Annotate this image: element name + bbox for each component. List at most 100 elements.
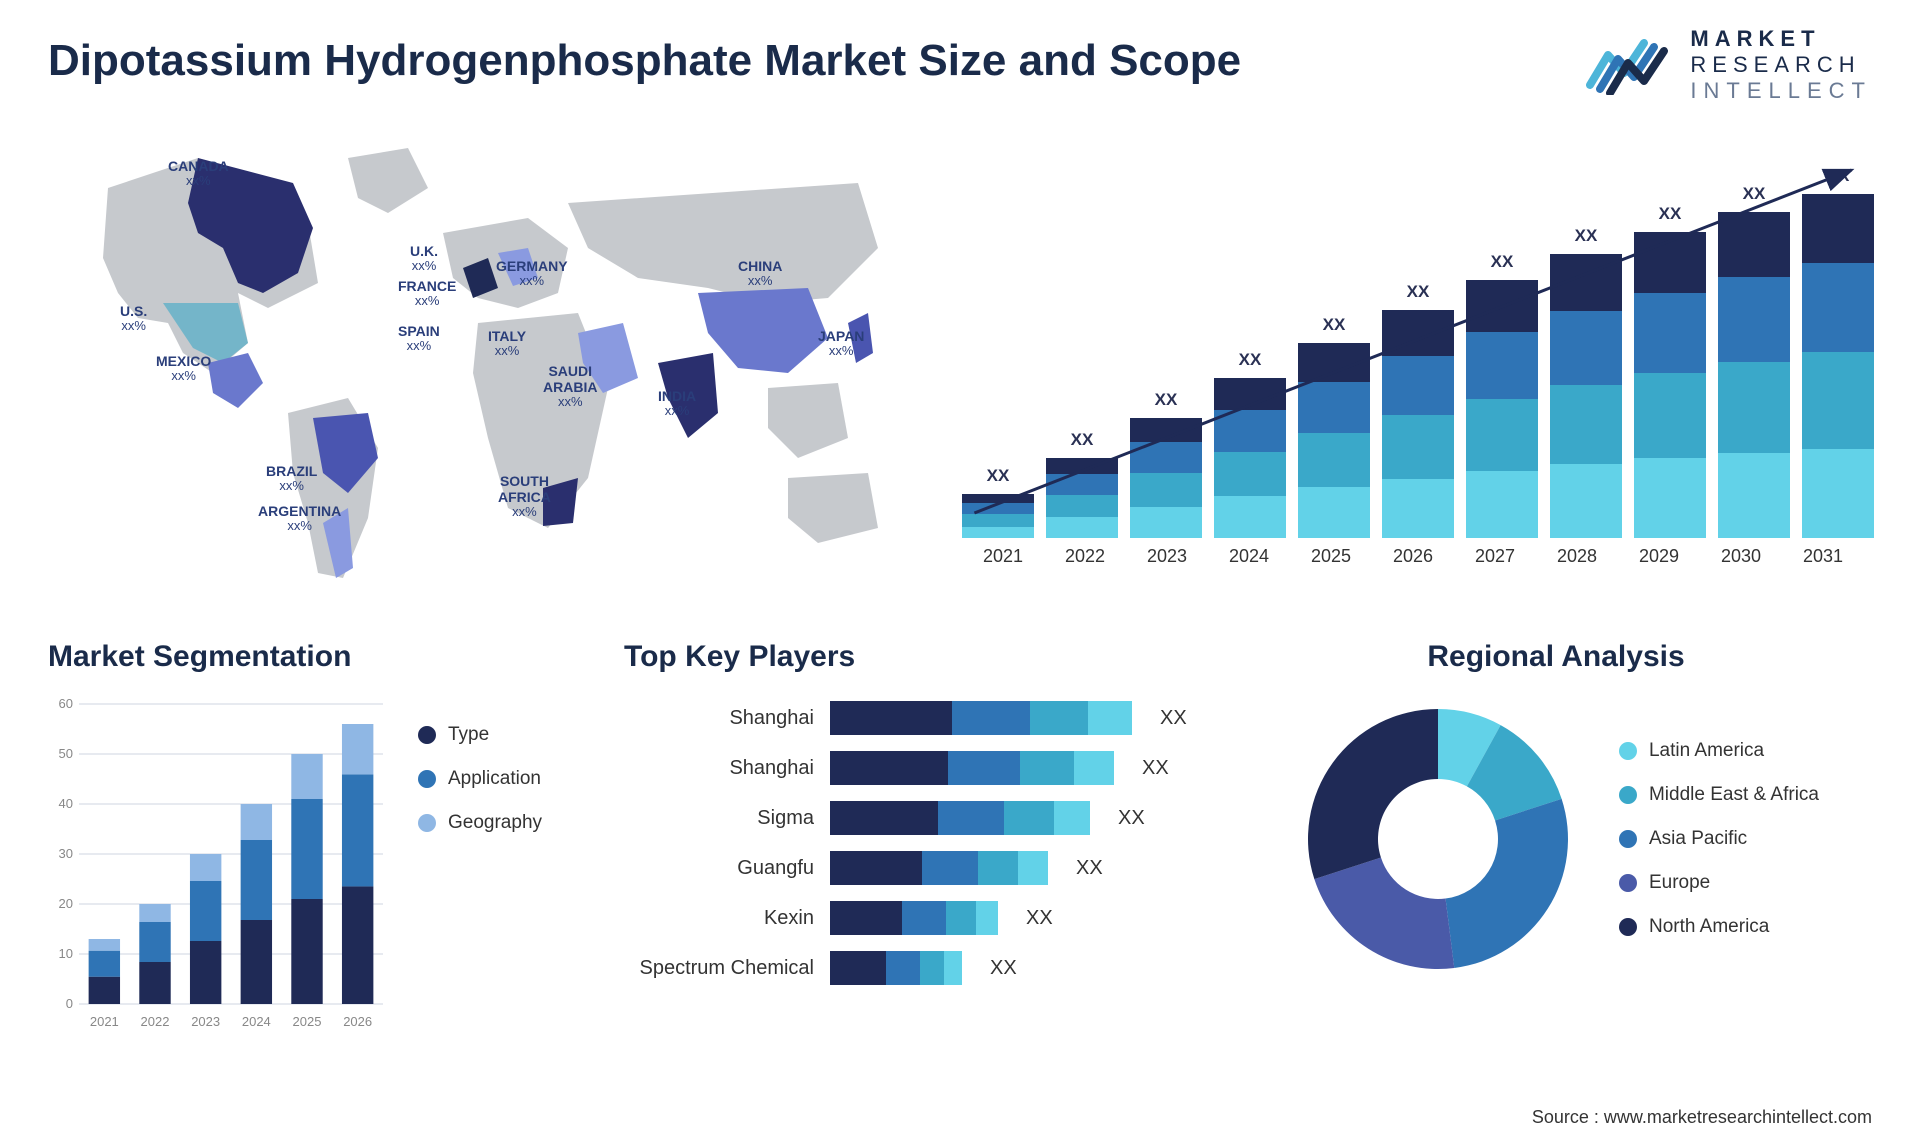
growth-bar-segment [1130,473,1202,507]
legend-label: North America [1649,916,1769,938]
players-title: Top Key Players [624,640,1204,674]
growth-x-tick: 2023 [1126,546,1208,567]
growth-bar-segment [1550,464,1622,538]
svg-text:30: 30 [59,846,73,861]
map-label-mexico: MEXICOxx% [156,353,211,384]
player-bar-segment [944,951,962,985]
legend-label: Latin America [1649,740,1764,762]
svg-text:10: 10 [59,946,73,961]
growth-bar-segment [1382,356,1454,415]
svg-text:2021: 2021 [90,1014,119,1029]
segmentation-legend-item: Type [418,724,588,746]
regional-legend-item: Europe [1619,872,1819,894]
growth-bar-segment [1550,385,1622,465]
growth-bars: XXXXXXXXXXXXXXXXXXXXXX [954,158,1872,538]
growth-bar-segment [1718,453,1790,538]
regional-panel: Regional Analysis Latin AmericaMiddle Ea… [1240,640,1872,1060]
player-bar [830,701,1132,735]
player-bar-segment [952,701,1030,735]
growth-bar-segment [1382,415,1454,479]
growth-bar-segment [1802,263,1874,352]
growth-column-2025: XX [1298,315,1370,538]
map-label-u-k-: U.K.xx% [410,243,438,274]
legend-swatch-icon [1619,830,1637,848]
segmentation-panel: Market Segmentation 01020304050602021202… [48,640,588,1060]
page-title: Dipotassium Hydrogenphosphate Market Siz… [48,36,1241,86]
player-bar-segment [902,901,946,935]
player-bar-segment [1074,751,1114,785]
growth-bar-segment [1466,399,1538,471]
growth-column-2031: XX [1802,166,1874,538]
regional-legend-item: Middle East & Africa [1619,784,1819,806]
player-bar [830,951,962,985]
growth-column-2026: XX [1382,282,1454,538]
svg-text:20: 20 [59,896,73,911]
svg-text:2022: 2022 [141,1014,170,1029]
growth-bar-segment [962,527,1034,538]
regional-donut-chart [1293,694,1583,984]
map-label-germany: GERMANYxx% [496,258,568,289]
growth-bar-segment [1718,212,1790,277]
player-value: XX [1142,757,1169,780]
map-label-saudi-arabia: SAUDIARABIAxx% [543,363,597,410]
player-row: ShanghaiXX [624,750,1204,786]
svg-text:40: 40 [59,796,73,811]
growth-bar-segment [1718,362,1790,453]
growth-bar-segment [1634,458,1706,538]
player-row: GuangfuXX [624,850,1204,886]
growth-bar-segment [1550,254,1622,311]
legend-swatch-icon [418,814,436,832]
source-attribution: Source : www.marketresearchintellect.com [1532,1107,1872,1128]
header: Dipotassium Hydrogenphosphate Market Siz… [48,36,1872,104]
legend-swatch-icon [1619,742,1637,760]
legend-label: Middle East & Africa [1649,784,1819,806]
player-bar-segment [1018,851,1048,885]
growth-bar-segment [1466,471,1538,538]
player-row: SigmaXX [624,800,1204,836]
growth-bar-label: XX [1323,315,1346,335]
legend-swatch-icon [418,770,436,788]
player-value: XX [1026,907,1053,930]
growth-x-tick: 2029 [1618,546,1700,567]
growth-x-tick: 2030 [1700,546,1782,567]
svg-text:60: 60 [59,696,73,711]
bottom-row: Market Segmentation 01020304050602021202… [48,640,1872,1060]
legend-swatch-icon [1619,918,1637,936]
growth-bar-segment [1214,410,1286,452]
svg-text:2023: 2023 [191,1014,220,1029]
growth-bar-label: XX [1407,282,1430,302]
segmentation-legend: TypeApplicationGeography [418,694,588,1060]
map-label-india: INDIAxx% [658,388,696,419]
growth-x-tick: 2025 [1290,546,1372,567]
map-label-japan: JAPANxx% [818,328,864,359]
growth-bar-segment [1802,449,1874,538]
regional-legend-item: Asia Pacific [1619,828,1819,850]
growth-bar-segment [1466,280,1538,332]
player-name: Spectrum Chemical [624,957,814,980]
player-row: KexinXX [624,900,1204,936]
svg-text:2025: 2025 [293,1014,322,1029]
growth-bar-label: XX [1827,166,1850,186]
growth-bar-segment [1214,378,1286,410]
svg-text:2026: 2026 [343,1014,372,1029]
growth-bar-label: XX [1743,184,1766,204]
player-value: XX [990,957,1017,980]
growth-bar-segment [1634,293,1706,373]
legend-label: Asia Pacific [1649,828,1747,850]
player-bar [830,901,998,935]
logo-line2: RESEARCH [1690,52,1872,78]
player-bar-segment [948,751,1020,785]
player-row: ShanghaiXX [624,700,1204,736]
growth-column-2028: XX [1550,226,1622,538]
growth-bar-segment [1298,343,1370,382]
growth-bar-segment [1466,332,1538,399]
growth-x-tick: 2024 [1208,546,1290,567]
map-label-brazil: BRAZILxx% [266,463,317,494]
player-bar-segment [830,751,948,785]
growth-bar-segment [1382,479,1454,538]
map-label-u-s-: U.S.xx% [120,303,147,334]
growth-bar-label: XX [987,466,1010,486]
player-value: XX [1118,807,1145,830]
growth-bar-segment [1046,517,1118,538]
growth-x-tick: 2031 [1782,546,1864,567]
